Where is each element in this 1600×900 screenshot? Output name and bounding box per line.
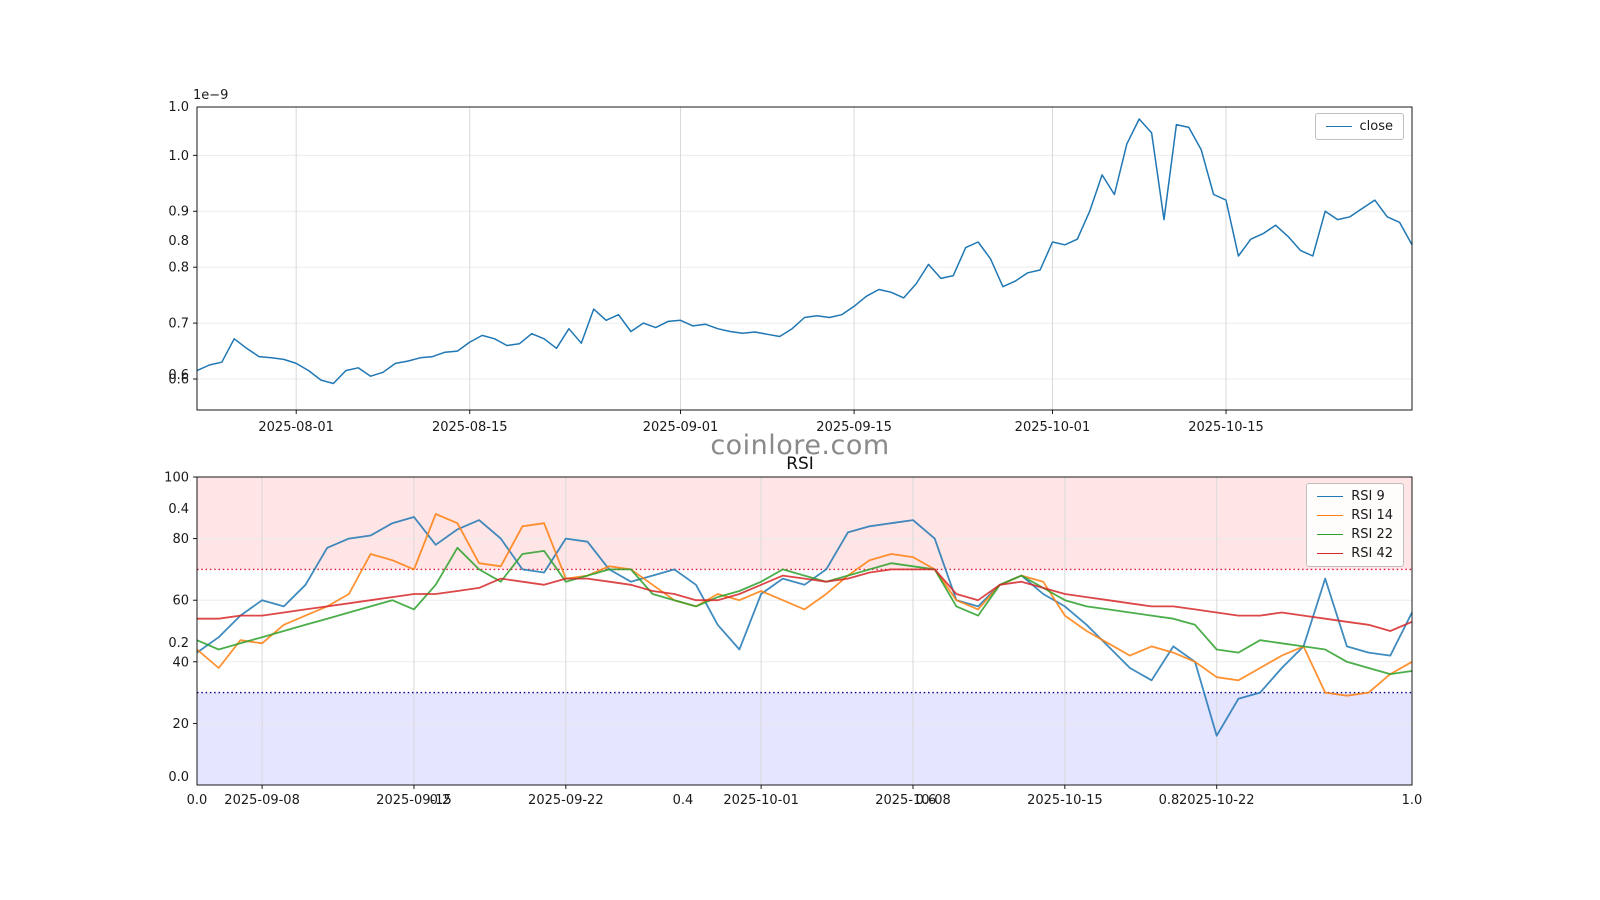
svg-text:1.0: 1.0 (168, 149, 189, 164)
svg-text:0.9: 0.9 (168, 205, 189, 220)
legend-label-rsi42: RSI 42 (1351, 546, 1393, 561)
svg-text:2025-09-15: 2025-09-15 (376, 793, 452, 808)
svg-text:0.4: 0.4 (673, 793, 694, 808)
svg-text:0.7: 0.7 (168, 317, 189, 332)
watermark: coinlore.com (710, 430, 890, 461)
svg-text:80: 80 (172, 532, 189, 547)
svg-text:0.6: 0.6 (168, 368, 189, 383)
y-axis-scale-label: 1e−9 (193, 88, 229, 103)
svg-text:2025-09-22: 2025-09-22 (528, 793, 604, 808)
oversold-band (197, 692, 1412, 785)
rsi-14-line (196, 513, 1413, 697)
rsi-legend: RSI 9 RSI 14 RSI 22 RSI 42 (1306, 483, 1404, 567)
rsi-9-line (196, 516, 1413, 737)
svg-text:1.0: 1.0 (168, 100, 189, 115)
rsi42-line-swatch (1317, 553, 1344, 554)
svg-text:2025-10-08: 2025-10-08 (875, 793, 951, 808)
svg-text:2025-10-15: 2025-10-15 (1027, 793, 1103, 808)
svg-text:2025-09-08: 2025-09-08 (224, 793, 300, 808)
svg-text:0.6: 0.6 (168, 373, 189, 388)
svg-text:0.2: 0.2 (430, 793, 451, 808)
close-line (196, 118, 1413, 385)
overlay-axis-labels: 0.0 0.2 0.4 0.6 0.8 1.0 0.0 0.2 0.4 0.6 0.8 1.0 (168, 100, 1422, 808)
legend-label-close: close (1359, 119, 1393, 134)
rsi-chart-title: RSI (786, 454, 814, 474)
legend-item-rsi9: RSI 9 (1317, 489, 1393, 504)
rsi-axis-labels: 2025-09-08 2025-09-15 2025-09-22 2025-10-01… (164, 471, 1254, 809)
legend-item-rsi42: RSI 42 (1317, 546, 1393, 561)
rsi-42-line (197, 568, 1413, 632)
close-line-swatch (1325, 126, 1352, 127)
svg-text:0.6: 0.6 (916, 793, 937, 808)
svg-text:2025-10-01: 2025-10-01 (1015, 420, 1091, 435)
legend-item-close: close (1325, 119, 1393, 134)
svg-text:2025-09-01: 2025-09-01 (643, 420, 719, 435)
svg-text:0.8: 0.8 (168, 261, 189, 276)
svg-text:60: 60 (172, 594, 189, 609)
rsi14-line-swatch (1317, 515, 1344, 516)
price-axis-labels: 2025-08-01 2025-08-15 2025-09-01 2025-09-15… (168, 149, 1263, 435)
svg-text:0.4: 0.4 (168, 502, 189, 517)
svg-text:2025-10-22: 2025-10-22 (1179, 793, 1255, 808)
legend-item-rsi14: RSI 14 (1317, 508, 1393, 523)
svg-text:2025-08-15: 2025-08-15 (432, 420, 508, 435)
svg-text:2025-09-15: 2025-09-15 (816, 420, 892, 435)
svg-text:2025-10-15: 2025-10-15 (1188, 420, 1264, 435)
svg-text:40: 40 (172, 655, 189, 670)
rsi22-line-swatch (1317, 534, 1344, 535)
svg-text:0.2: 0.2 (168, 636, 189, 651)
legend-item-rsi22: RSI 22 (1317, 527, 1393, 542)
svg-text:1.0: 1.0 (1402, 793, 1423, 808)
svg-text:100: 100 (164, 471, 189, 486)
svg-text:0.0: 0.0 (168, 770, 189, 785)
svg-text:2025-10-01: 2025-10-01 (723, 793, 799, 808)
legend-label-rsi14: RSI 14 (1351, 508, 1393, 523)
rsi-22-line (196, 546, 1413, 675)
rsi-chart (196, 476, 1413, 786)
svg-text:0.0: 0.0 (187, 793, 208, 808)
legend-label-rsi22: RSI 22 (1351, 527, 1393, 542)
price-legend: close (1314, 113, 1404, 140)
price-chart (196, 106, 1413, 411)
overbought-band (197, 477, 1412, 570)
svg-text:0.8: 0.8 (1159, 793, 1180, 808)
svg-text:0.8: 0.8 (168, 234, 189, 249)
rsi9-line-swatch (1317, 496, 1344, 497)
svg-text:20: 20 (172, 717, 189, 732)
legend-label-rsi9: RSI 9 (1351, 489, 1385, 504)
svg-text:2025-08-01: 2025-08-01 (258, 420, 334, 435)
